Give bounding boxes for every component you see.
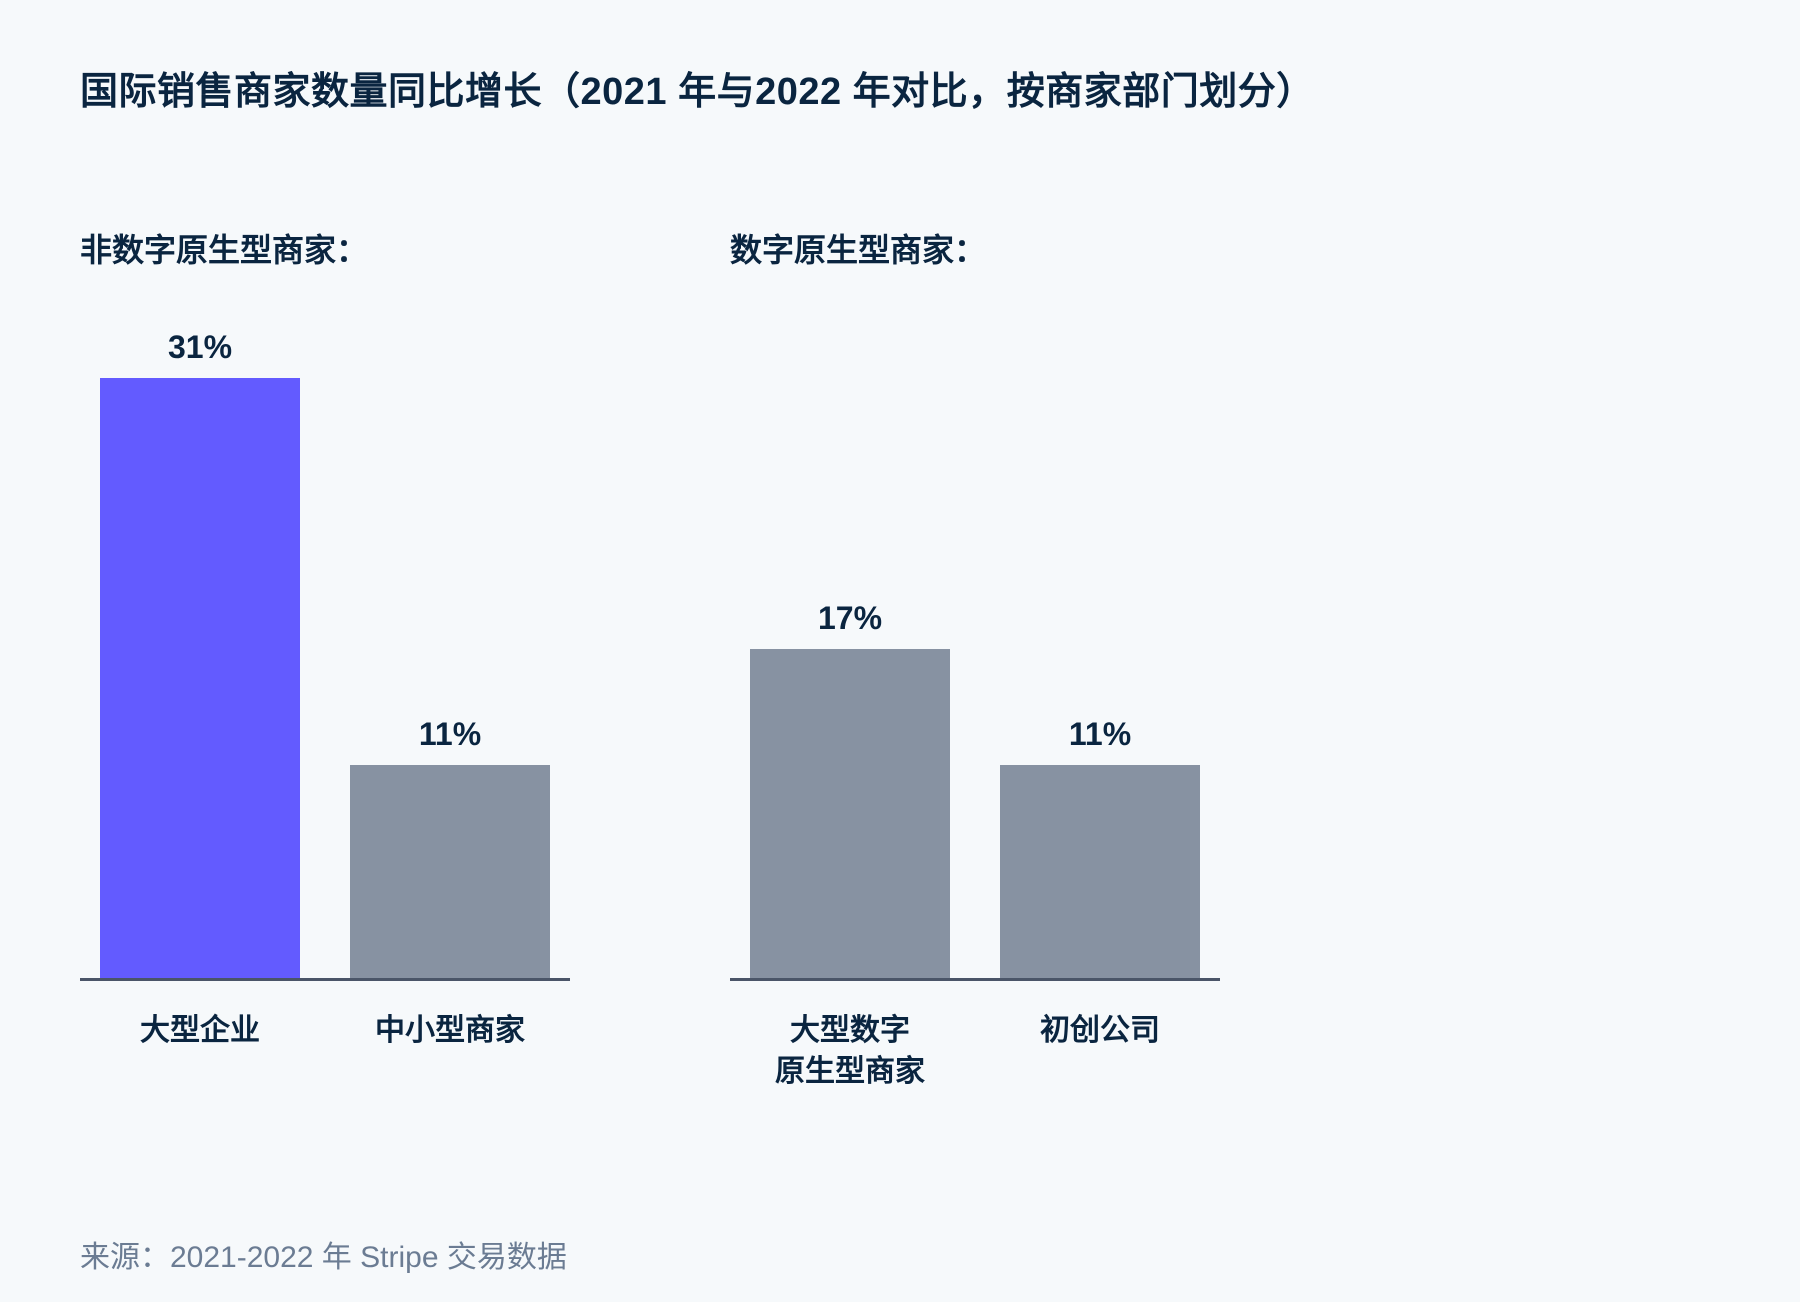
bar-group: 17%	[750, 600, 950, 978]
x-label: 大型数字原生型商家	[750, 1011, 950, 1092]
chart-source: 来源：2021-2022 年 Stripe 交易数据	[80, 1232, 1720, 1276]
chart-title: 国际销售商家数量同比增长（2021 年与2022 年对比，按商家部门划分）	[80, 60, 1720, 115]
bar-value: 11%	[419, 716, 481, 753]
panel-title: 非数字原生型商家：	[80, 225, 570, 271]
bar-value: 11%	[1069, 716, 1131, 753]
bar-group: 11%	[1000, 716, 1200, 978]
bar	[350, 765, 550, 978]
bar-group: 11%	[350, 716, 550, 978]
bar-group: 31%	[100, 329, 300, 978]
panel-digital: 数字原生型商家： 17% 11% 大型数字原生型商家 初创公司	[730, 225, 1220, 1092]
bar-value: 31%	[168, 329, 232, 366]
x-axis-labels: 大型企业 中小型商家	[80, 1011, 570, 1052]
chart-panels: 非数字原生型商家： 31% 11% 大型企业 中小型商家 数字原生型商家： 17…	[80, 225, 1720, 1092]
x-label: 初创公司	[1000, 1011, 1200, 1092]
chart-area: 31% 11%	[80, 301, 570, 981]
x-label: 大型企业	[100, 1011, 300, 1052]
x-label: 中小型商家	[350, 1011, 550, 1052]
bar	[1000, 765, 1200, 978]
x-axis-labels: 大型数字原生型商家 初创公司	[730, 1011, 1220, 1092]
panel-non-digital: 非数字原生型商家： 31% 11% 大型企业 中小型商家	[80, 225, 570, 1092]
chart-area: 17% 11%	[730, 301, 1220, 981]
panel-title: 数字原生型商家：	[730, 225, 1220, 271]
bar-value: 17%	[818, 600, 882, 637]
bar	[100, 378, 300, 978]
bar	[750, 649, 950, 978]
